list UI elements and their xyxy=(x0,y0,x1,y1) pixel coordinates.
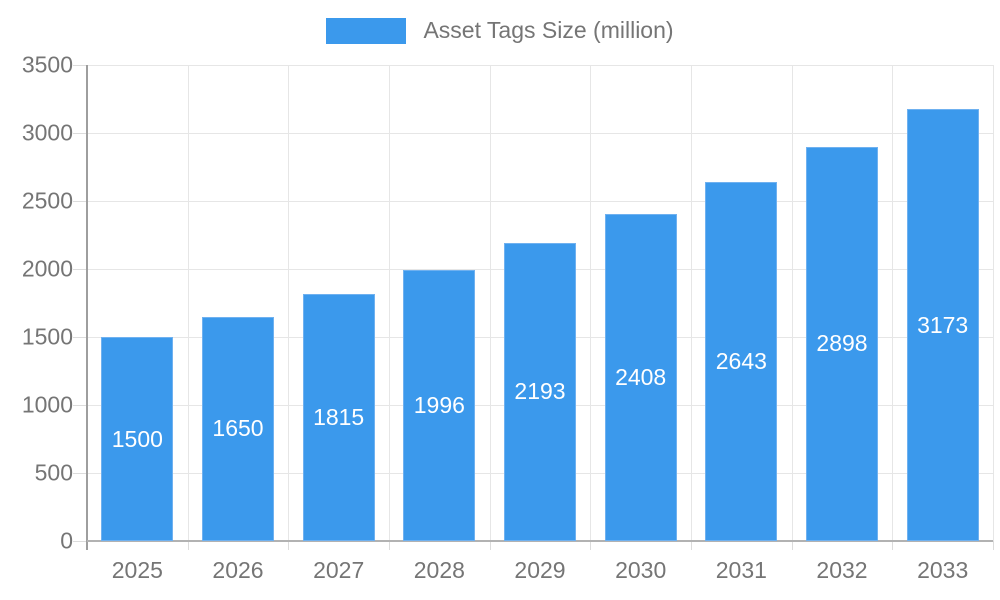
gridline-vertical xyxy=(892,65,894,541)
y-axis-tick-mark xyxy=(73,405,87,406)
x-axis-tick-label: 2029 xyxy=(514,557,566,583)
x-axis-tick-label: 2027 xyxy=(313,557,365,583)
y-axis-tick-label: 3000 xyxy=(21,119,73,146)
gridline-vertical xyxy=(389,65,390,541)
y-axis-tick-label: 1000 xyxy=(21,391,73,418)
bar-value-label: 2193 xyxy=(514,378,566,405)
x-axis-tick-mark xyxy=(791,541,793,550)
y-axis-tick-mark xyxy=(73,541,87,542)
y-axis-line xyxy=(86,65,88,550)
bar-value-label: 1500 xyxy=(111,425,163,452)
y-axis-tick-mark xyxy=(73,201,87,202)
y-axis-tick-label: 500 xyxy=(34,459,73,486)
y-axis-tick-label: 3500 xyxy=(21,51,73,78)
bar-value-label: 2643 xyxy=(715,347,767,374)
x-axis-tick-mark xyxy=(489,541,491,550)
gridline-vertical xyxy=(590,65,592,541)
legend-swatch-icon xyxy=(326,17,407,44)
gridline-horizontal xyxy=(87,201,993,202)
y-axis-tick-mark xyxy=(73,269,87,270)
y-axis-tick-label: 1500 xyxy=(21,323,73,350)
bar-value-label: 2898 xyxy=(816,330,868,357)
x-axis-tick-label: 2025 xyxy=(111,557,163,583)
gridline-vertical xyxy=(691,65,692,541)
bar-2031[interactable]: 2643 xyxy=(705,181,778,541)
y-axis-tick-label: 2500 xyxy=(21,187,73,214)
y-axis-tick-label: 2000 xyxy=(21,255,73,282)
gridline-vertical xyxy=(288,65,290,541)
x-axis-tick-label: 2026 xyxy=(212,557,264,583)
x-axis-tick-label: 2031 xyxy=(715,557,767,583)
gridline-horizontal xyxy=(87,65,993,66)
bar-2033[interactable]: 3173 xyxy=(906,109,979,541)
x-axis-tick-mark xyxy=(892,541,894,550)
bar-2032[interactable]: 2898 xyxy=(806,146,878,541)
gridline-vertical xyxy=(187,65,189,541)
y-axis-tick-label: 0 xyxy=(60,527,73,554)
x-axis-tick-mark xyxy=(590,541,592,550)
bar-2029[interactable]: 2193 xyxy=(504,242,576,541)
legend[interactable]: Asset Tags Size (million) xyxy=(0,17,1000,44)
x-axis-tick-mark xyxy=(187,541,189,550)
x-axis-tick-mark xyxy=(288,541,290,550)
gridline-horizontal xyxy=(87,133,993,134)
bar-2027[interactable]: 1815 xyxy=(302,294,375,541)
bar-2025[interactable]: 1500 xyxy=(101,337,174,541)
y-axis-tick-mark xyxy=(73,337,87,338)
x-axis-tick-mark xyxy=(993,541,994,550)
bar-value-label: 2408 xyxy=(615,363,667,390)
x-axis-tick-mark xyxy=(691,541,692,550)
bar-value-label: 1996 xyxy=(413,391,465,418)
x-axis-tick-label: 2033 xyxy=(917,557,969,583)
x-axis-line xyxy=(87,540,993,542)
y-axis-tick-mark xyxy=(73,473,87,474)
y-axis-tick-mark xyxy=(73,133,87,134)
bar-2026[interactable]: 1650 xyxy=(202,316,274,541)
x-axis-tick-mark xyxy=(389,541,390,550)
bar-2030[interactable]: 2408 xyxy=(604,213,677,541)
gridline-vertical xyxy=(993,65,994,541)
bar-2028[interactable]: 1996 xyxy=(403,269,476,541)
bar-value-label: 1815 xyxy=(313,404,365,431)
x-axis-tick-label: 2028 xyxy=(413,557,465,583)
x-axis-tick-label: 2032 xyxy=(816,557,868,583)
legend-label: Asset Tags Size (million) xyxy=(423,17,674,43)
bar-value-label: 3173 xyxy=(917,311,969,338)
x-axis-tick-label: 2030 xyxy=(615,557,667,583)
gridline-vertical xyxy=(489,65,491,541)
bar-value-label: 1650 xyxy=(212,415,264,442)
y-axis-tick-mark xyxy=(73,65,87,66)
gridline-vertical xyxy=(791,65,793,541)
